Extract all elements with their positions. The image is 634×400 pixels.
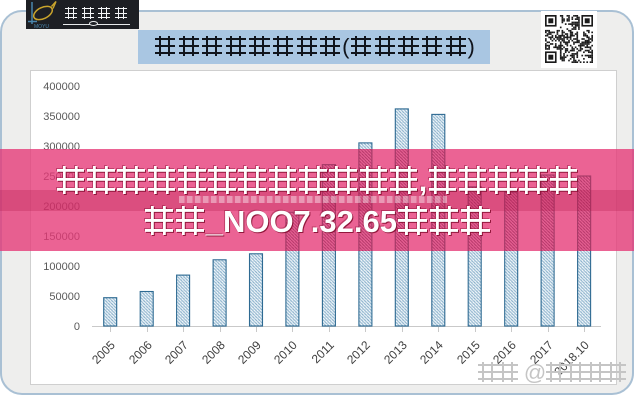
svg-text:MOYU: MOYU xyxy=(34,24,49,29)
